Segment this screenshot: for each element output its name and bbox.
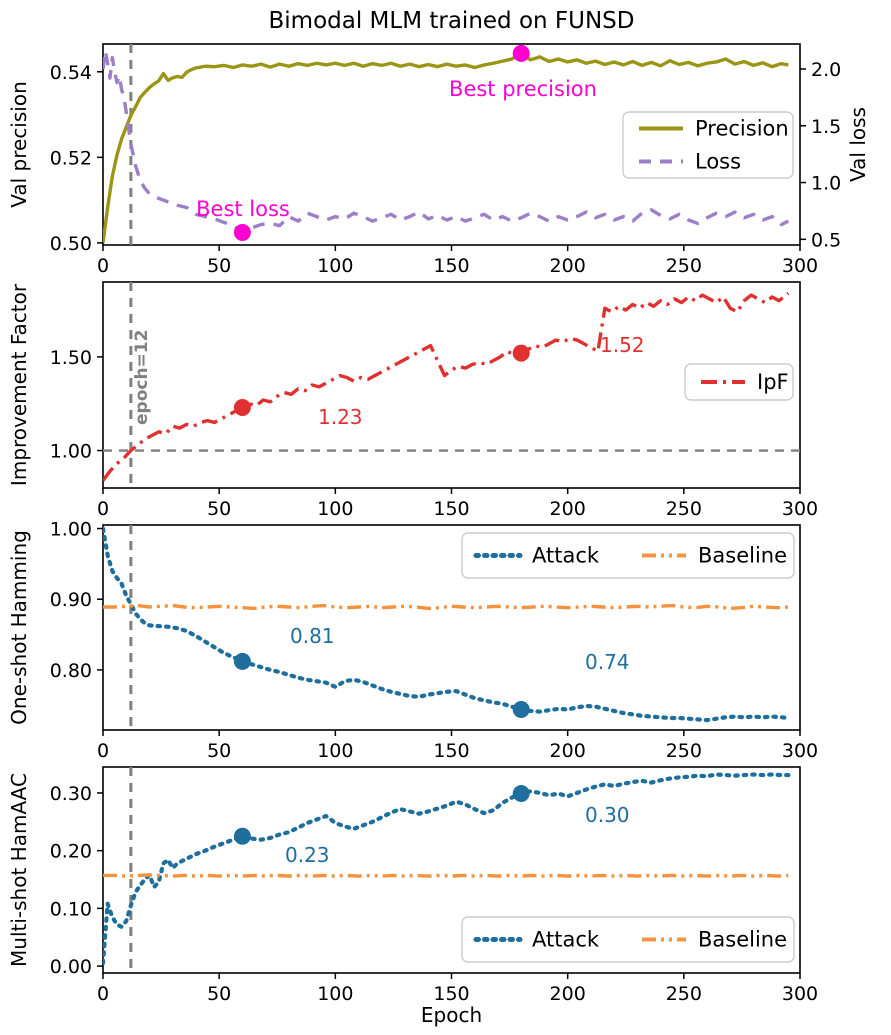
xtick-label: 300 [782, 740, 818, 762]
legend-panel-2[interactable]: IpF [684, 363, 794, 401]
xtick-label: 200 [550, 740, 586, 762]
series-baseline [103, 603, 789, 611]
ytick-label: 0.20 [50, 841, 92, 863]
annotation-marker [512, 344, 530, 362]
xtick-label: 150 [433, 498, 469, 520]
xtick-label: 50 [207, 983, 231, 1005]
xtick-label: 100 [317, 498, 353, 520]
legend-panel-4[interactable]: Attack Baseline [461, 916, 795, 963]
xtick-label: 300 [782, 983, 818, 1005]
xtick-label: 250 [666, 983, 702, 1005]
epoch-vline-label: epoch=12 [132, 330, 152, 425]
legend-label-baseline: Baseline [698, 544, 787, 568]
ytick-right-label: 0.5 [811, 229, 841, 251]
xtick-label: 100 [317, 740, 353, 762]
xtick-label: 150 [433, 740, 469, 762]
xtick-label: 200 [550, 498, 586, 520]
ipf-annotation-1: 1.23 [318, 405, 363, 429]
ylabel-panel-1: Val precision [7, 81, 31, 208]
ytick-right-label: 1.5 [811, 116, 841, 138]
xtick-label: 0 [97, 740, 109, 762]
series-precision [103, 51, 789, 244]
hamaac-annotation-2: 0.30 [585, 803, 630, 827]
legend-box [461, 916, 795, 963]
legend-label-baseline: Baseline [698, 928, 787, 952]
xtick-label: 0 [97, 498, 109, 520]
ytick-label: 0.00 [50, 956, 92, 978]
legend-label-attack: Attack [532, 544, 600, 568]
annotation-marker [233, 224, 251, 242]
legend-label-precision: Precision [695, 117, 789, 141]
xtick-label: 300 [782, 498, 818, 520]
xtick-label: 50 [207, 740, 231, 762]
ytick-label: 1.00 [50, 441, 92, 463]
ytick-label: 1.00 [50, 519, 92, 541]
plot-area-1 [103, 44, 790, 245]
xtick-label: 100 [317, 983, 353, 1005]
ipf-annotation-2: 1.52 [600, 333, 645, 357]
ytick-label: 0.10 [50, 898, 92, 920]
annotation-marker [512, 785, 530, 803]
legend-label-ipf: IpF [757, 370, 789, 394]
xtick-label: 250 [666, 740, 702, 762]
axes-1: 0 50 100 150 200 250 300 0.50 0.52 0.54 0.5 1.0 1.5 2… [50, 59, 842, 277]
hamming-annotation-2: 0.74 [585, 650, 630, 674]
ytick-label: 1.50 [50, 347, 92, 369]
xtick-label: 200 [550, 983, 586, 1005]
legend-panel-1[interactable]: Precision Loss [622, 111, 794, 179]
annotation-marker [233, 398, 251, 416]
plot-area-2 [103, 282, 800, 488]
series-attack [103, 526, 791, 723]
ylabel-panel-4: Multi-shot HamAAC [7, 773, 31, 967]
xtick-label: 300 [782, 255, 818, 277]
annotation-marker [233, 827, 251, 845]
annotation-marker [512, 701, 530, 718]
figure-title: Bimodal MLM trained on FUNSD [269, 8, 635, 34]
ylabel-panel-3: One-shot Hamming [7, 530, 31, 725]
series-ipf [103, 291, 790, 482]
ytick-label: 0.80 [50, 660, 92, 682]
xtick-label: 150 [433, 255, 469, 277]
xtick-label: 50 [207, 255, 231, 277]
xlabel: Epoch [421, 1003, 482, 1027]
ytick-right-label: 2.0 [811, 59, 841, 81]
xtick-label: 200 [550, 255, 586, 277]
ylabel-panel-2: Improvement Factor [7, 283, 31, 486]
ytick-label: 0.30 [50, 783, 92, 805]
legend-box [461, 532, 795, 579]
series-baseline [103, 873, 789, 878]
ytick-label: 0.54 [50, 62, 92, 84]
xtick-label: 100 [317, 255, 353, 277]
series-attack [103, 772, 791, 966]
annotation-marker [233, 652, 251, 670]
ytick-label: 0.90 [50, 589, 92, 611]
annotation-marker [512, 44, 530, 62]
xtick-label: 150 [433, 983, 469, 1005]
best-loss-label: Best loss [196, 197, 290, 221]
ylabel-right-panel-1: Val loss [846, 107, 870, 182]
legend-panel-3[interactable]: Attack Baseline [461, 532, 795, 579]
axes-2: 0 50 100 150 200 250 300 1.00 1.50 [50, 347, 818, 520]
legend-label-attack: Attack [532, 928, 600, 952]
axes-3: 0 50 100 150 200 250 300 0.80 0.90 1.00 [50, 519, 818, 762]
xtick-label: 250 [666, 255, 702, 277]
plot-area-3 [103, 525, 791, 730]
best-precision-label: Best precision [449, 77, 597, 101]
hamming-annotation-1: 0.81 [290, 624, 335, 648]
axes-4: 0 50 100 150 200 250 300 0.00 0.10 0.20 0.30 [50, 783, 818, 1005]
ytick-right-label: 1.0 [811, 173, 841, 195]
xtick-label: 0 [97, 983, 109, 1005]
series-loss [103, 49, 790, 235]
plot-area-4 [103, 767, 791, 973]
hamaac-annotation-1: 0.23 [285, 843, 330, 867]
legend-label-loss: Loss [695, 150, 741, 174]
ytick-label: 0.50 [50, 233, 92, 255]
xtick-label: 50 [207, 498, 231, 520]
ytick-label: 0.52 [50, 147, 92, 169]
panel-2 [102, 281, 801, 489]
xtick-label: 250 [666, 498, 702, 520]
xtick-label: 0 [97, 255, 109, 277]
